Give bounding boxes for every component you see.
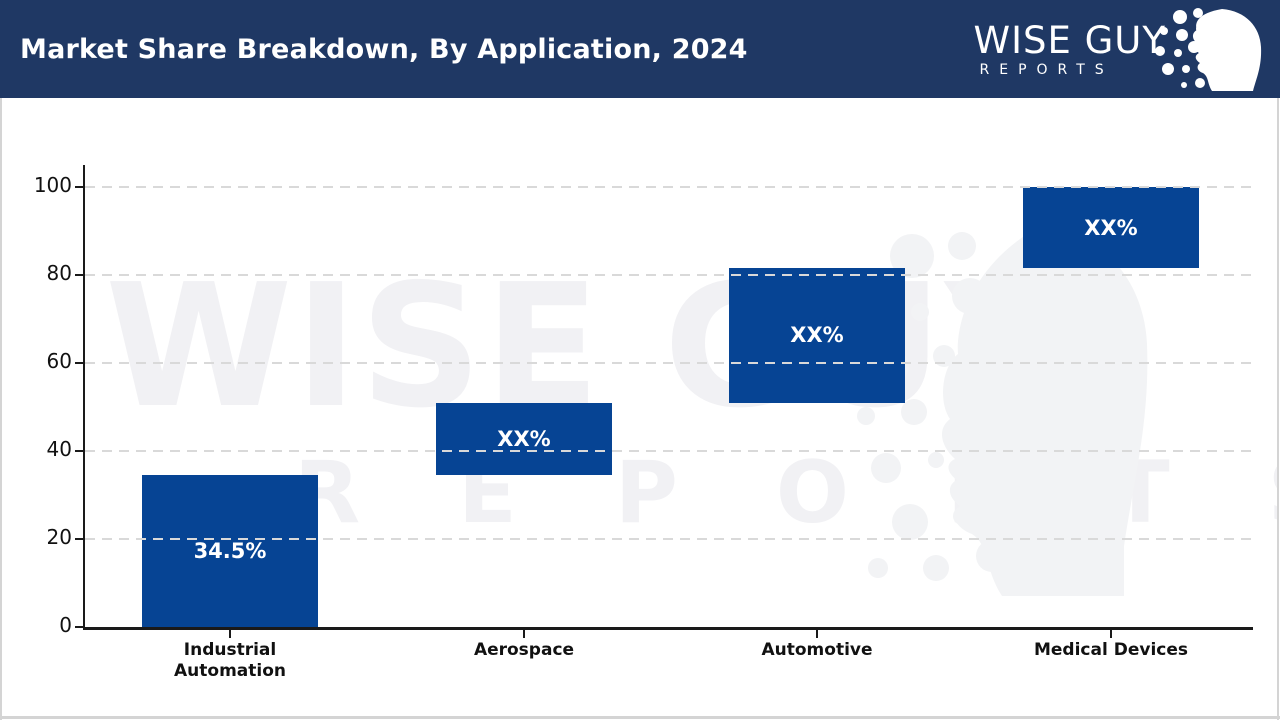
bar-industrial-automation — [142, 475, 318, 627]
logo-text: WISE GUY REPORTS — [974, 22, 1166, 77]
x-axis-tick-mark — [523, 630, 525, 638]
y-axis-tick-label: 100 — [33, 173, 72, 197]
y-axis-tick-label: 80 — [46, 261, 72, 285]
watermark-layer: WISE GUY R E P O R T S — [2, 98, 1278, 714]
y-axis-tick-label: 0 — [59, 613, 72, 637]
y-axis-line — [83, 165, 85, 630]
y-axis-tick-label: 20 — [46, 525, 72, 549]
logo-face-icon — [1155, 8, 1262, 91]
page-title: Market Share Breakdown, By Application, … — [20, 33, 748, 65]
x-axis-category-label: Aerospace — [473, 640, 575, 660]
x-axis-tick-mark — [229, 630, 231, 638]
gridline — [85, 274, 1253, 276]
y-axis-tick-mark — [75, 186, 83, 188]
y-axis-tick-mark — [75, 274, 83, 276]
gridline — [85, 186, 1253, 188]
x-axis-line — [83, 627, 1253, 630]
x-axis-category-label: Industrial Automation — [174, 640, 286, 682]
y-axis-tick-mark — [75, 450, 83, 452]
bottom-border — [0, 716, 1280, 719]
y-axis-tick-mark — [75, 538, 83, 540]
gridline — [85, 538, 1253, 540]
right-border — [1277, 98, 1279, 720]
bar-medical-devices — [1023, 187, 1199, 269]
bar-value-label: XX% — [497, 426, 551, 451]
logo-subtitle: REPORTS — [979, 61, 1114, 78]
x-axis-category-label: Medical Devices — [1033, 640, 1188, 660]
y-axis-tick-mark — [75, 626, 83, 628]
wise-guy-reports-logo: WISE GUY REPORTS — [974, 5, 1270, 93]
y-axis-tick-mark — [75, 362, 83, 364]
x-axis-tick-mark — [1110, 630, 1112, 638]
y-axis-tick-label: 60 — [46, 349, 72, 373]
bar-value-label: XX% — [790, 323, 844, 348]
y-axis-tick-label: 40 — [46, 437, 72, 461]
logo-wordmark: WISE GUY — [973, 18, 1166, 62]
header-bar: Market Share Breakdown, By Application, … — [0, 0, 1280, 98]
bar-aerospace — [436, 402, 612, 476]
gridline — [85, 450, 1253, 452]
gridline — [85, 362, 1253, 364]
x-axis-category-label: Automotive — [761, 640, 873, 660]
bar-value-label: 34.5% — [193, 539, 267, 564]
x-axis-tick-mark — [816, 630, 818, 638]
left-border — [0, 98, 2, 720]
bar-value-label: XX% — [1084, 215, 1138, 240]
bar-automotive — [729, 268, 905, 403]
